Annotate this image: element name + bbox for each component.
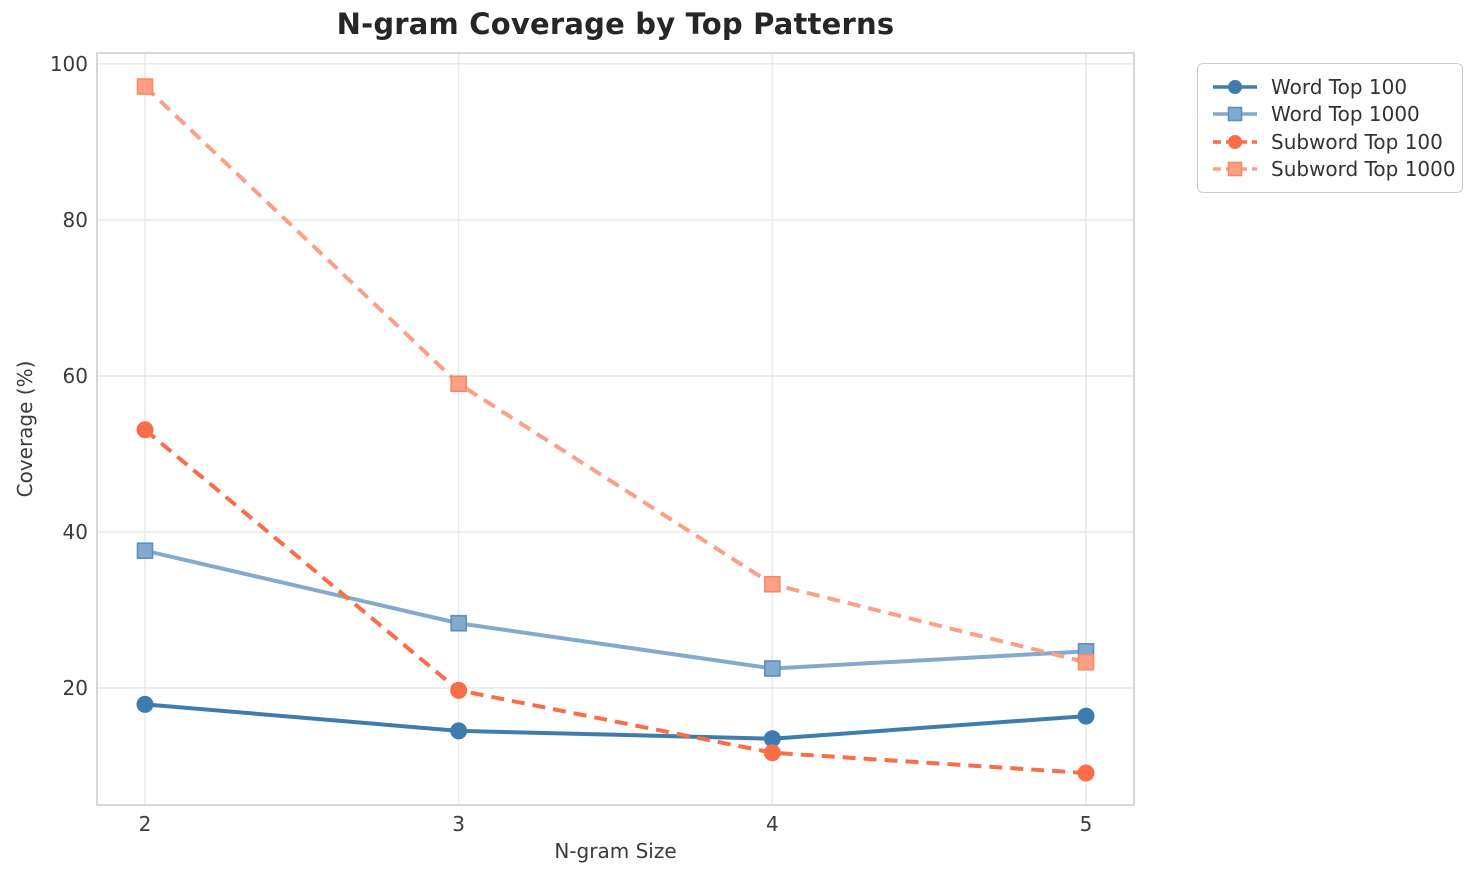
legend-item-word-top-100: Word Top 100	[1212, 73, 1448, 100]
legend-sample-word-top-100	[1213, 79, 1257, 94]
y-tick-label: 60	[62, 363, 88, 388]
chart-title: N-gram Coverage by Top Patterns	[336, 7, 895, 41]
marker-word-top-100	[1077, 707, 1095, 725]
series-line-subword-top-100	[143, 428, 1087, 776]
y-tick-label: 80	[62, 207, 88, 232]
legend-label: Word Top 100	[1271, 74, 1408, 99]
legend-label: Word Top 1000	[1271, 102, 1420, 127]
marker-subword-top-1000	[764, 575, 781, 593]
x-tick-label: 4	[765, 812, 779, 836]
x-tick-label: 5	[1079, 812, 1093, 836]
x-tick-label: 3	[452, 812, 466, 836]
legend-sample-subword-top-1000	[1213, 162, 1257, 177]
legend-item-word-top-1000: Word Top 1000	[1212, 101, 1448, 128]
legend-glyph	[1227, 106, 1243, 122]
legend-item-subword-top-1000: Subword Top 1000	[1212, 156, 1456, 183]
legend-glyph	[1227, 162, 1243, 177]
series-line-word-top-100	[144, 702, 1087, 741]
legend-glyph	[1228, 79, 1242, 94]
marker-subword-top-100	[1077, 764, 1095, 782]
y-tick-label: 20	[62, 675, 88, 700]
series-line-word-top-1000	[144, 548, 1087, 671]
marker-subword-top-1000	[450, 375, 467, 393]
marker-subword-top-100	[763, 744, 781, 762]
marker-word-top-1000	[764, 660, 781, 677]
legend-label: Subword Top 100	[1271, 129, 1443, 154]
series-line-subword-top-1000	[143, 85, 1087, 665]
marker-word-top-100	[450, 722, 468, 740]
y-tick-label: 40	[62, 519, 88, 544]
marker-subword-top-1000	[136, 78, 154, 95]
legend-item-subword-top-100: Subword Top 100	[1212, 128, 1448, 155]
marker-subword-top-100	[450, 681, 468, 699]
marker-subword-top-100	[136, 421, 154, 439]
x-tick-label: 2	[138, 812, 152, 836]
legend-sample-word-top-1000	[1213, 106, 1257, 122]
legend-label: Subword Top 1000	[1271, 157, 1456, 182]
plot-border	[96, 52, 1135, 806]
legend-sample-subword-top-100	[1213, 134, 1257, 149]
marker-subword-top-1000	[1077, 653, 1095, 671]
y-tick-label: 100	[49, 51, 88, 76]
marker-word-top-100	[136, 695, 154, 713]
marker-word-top-1000	[136, 542, 154, 559]
x-axis-label: N-gram Size	[554, 839, 677, 863]
legend-glyph	[1228, 134, 1242, 149]
legend: Word Top 100 Word Top 1000 Subword Top 1…	[1197, 63, 1463, 193]
marker-word-top-1000	[450, 614, 467, 632]
